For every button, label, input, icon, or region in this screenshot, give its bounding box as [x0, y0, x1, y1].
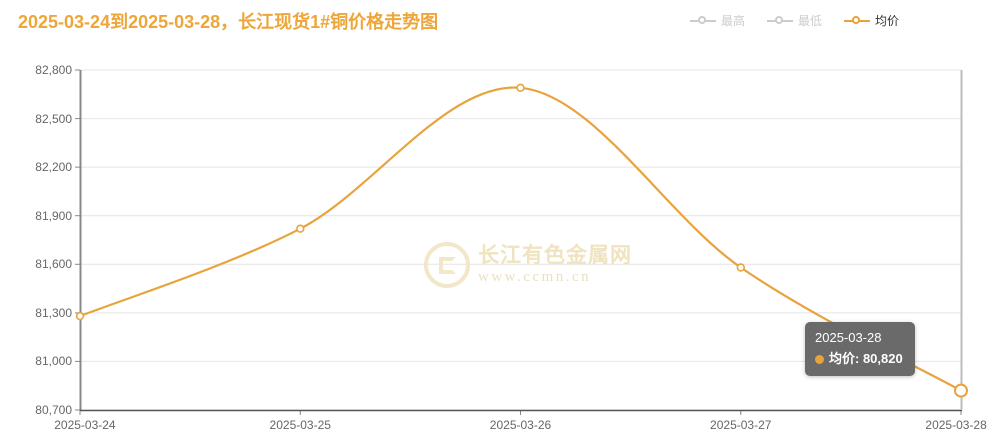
chart-data-point[interactable]	[296, 224, 305, 233]
legend-item-label: 最高	[721, 14, 746, 28]
y-tick-label: 81,300	[35, 305, 72, 320]
chart-data-point[interactable]	[75, 311, 85, 321]
x-tick-label: 2025-03-27	[710, 418, 772, 432]
y-tick-label: 81,600	[35, 257, 72, 272]
chart-tooltip: 2025-03-28 均价: 80,820	[805, 322, 915, 376]
tooltip-series-dot-icon	[815, 354, 824, 364]
legend-line-marker-icon	[844, 15, 871, 27]
chart-data-point[interactable]	[736, 263, 745, 272]
legend-item-label: 最低	[798, 14, 823, 28]
chart-y-tick-marks	[75, 69, 80, 411]
tooltip-date: 2025-03-28	[815, 330, 882, 345]
x-tick-label: 2025-03-26	[489, 418, 552, 432]
x-tick-label: 2025-03-24	[54, 418, 116, 432]
x-tick-label: 2025-03-28	[925, 418, 987, 432]
legend-item-label: 均价	[875, 14, 900, 28]
legend-item-highest[interactable]: 最高	[690, 15, 745, 27]
legend-item-lowest[interactable]: 最低	[767, 15, 822, 27]
tooltip-series-value: 均价: 80,820	[829, 351, 903, 366]
legend-item-average[interactable]: 均价	[844, 15, 899, 27]
page-title: 2025-03-24到2025-03-28，长江现货1#铜价格走势图	[18, 12, 439, 32]
legend-line-marker-icon	[690, 15, 716, 27]
chart-data-point[interactable]	[954, 383, 968, 398]
y-tick-label: 80,700	[35, 403, 72, 417]
y-tick-label: 81,000	[35, 354, 72, 369]
tooltip-series-row: 均价: 80,820	[815, 350, 903, 368]
y-tick-label: 82,500	[35, 111, 72, 126]
y-tick-label: 82,800	[35, 63, 72, 77]
y-tick-label: 82,200	[35, 160, 72, 175]
chart-data-point[interactable]	[516, 83, 525, 93]
y-tick-label: 81,900	[35, 208, 72, 223]
chart-legend: 最高 最低 均价	[690, 12, 899, 30]
x-tick-label: 2025-03-25	[269, 418, 331, 432]
chart-series-points-average[interactable]	[75, 83, 968, 398]
legend-line-marker-icon	[767, 15, 794, 27]
